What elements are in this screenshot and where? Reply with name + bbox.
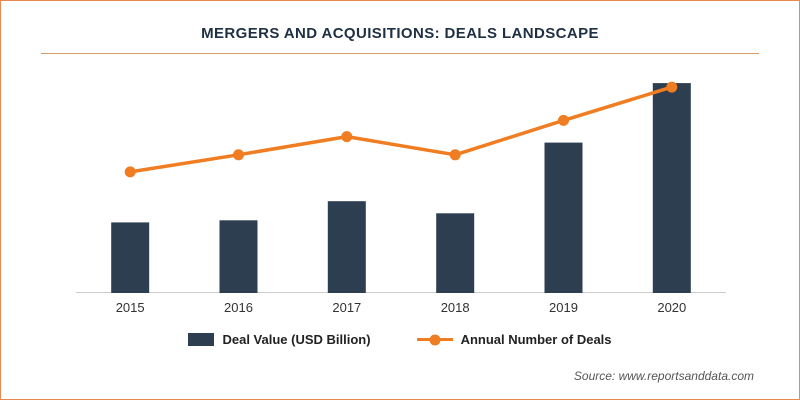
line-swatch-icon [416, 333, 453, 347]
bar-2016 [219, 220, 258, 293]
legend-label-annual-deals: Annual Number of Deals [460, 332, 612, 347]
x-axis-label-2018: 2018 [440, 300, 470, 315]
x-axis-label-2020: 2020 [657, 300, 687, 315]
x-axis-labels: 2015 2016 2017 2018 2019 2020 [76, 300, 726, 315]
line-point-2016 [233, 149, 244, 161]
line-point-2020 [666, 81, 678, 93]
bar-2020 [652, 83, 691, 293]
line-point-2015 [124, 166, 136, 178]
bar-2017 [327, 201, 366, 293]
x-axis-label-2019: 2019 [549, 300, 578, 315]
legend-label-deal-value: Deal Value (USD Billion) [222, 332, 371, 347]
title-divider [41, 53, 759, 54]
legend-item-deal-value: Deal Value (USD Billion) [188, 332, 371, 347]
combo-chart [111, 81, 691, 293]
x-axis-label-2017: 2017 [332, 300, 362, 315]
bar-swatch-icon [188, 333, 215, 346]
line-point-2017 [341, 131, 353, 143]
bar-2015 [111, 222, 150, 293]
line-point-2018 [449, 149, 461, 161]
legend-item-annual-deals: Annual Number of Deals [416, 332, 612, 347]
x-axis-label-2016: 2016 [224, 300, 253, 315]
x-axis-label-2015: 2015 [115, 300, 145, 315]
bar-2019 [544, 142, 583, 293]
bar-2018 [436, 213, 475, 293]
chart-title: MERGERS AND ACQUISITIONS: DEALS LANDSCAP… [201, 25, 599, 42]
source-attribution: Source: www.reportsanddata.com [573, 369, 754, 383]
plot-area [76, 71, 726, 293]
line-series [128, 85, 674, 174]
line-point-2019 [558, 114, 569, 126]
legend: Deal Value (USD Billion) Annual Number o… [1, 332, 799, 347]
